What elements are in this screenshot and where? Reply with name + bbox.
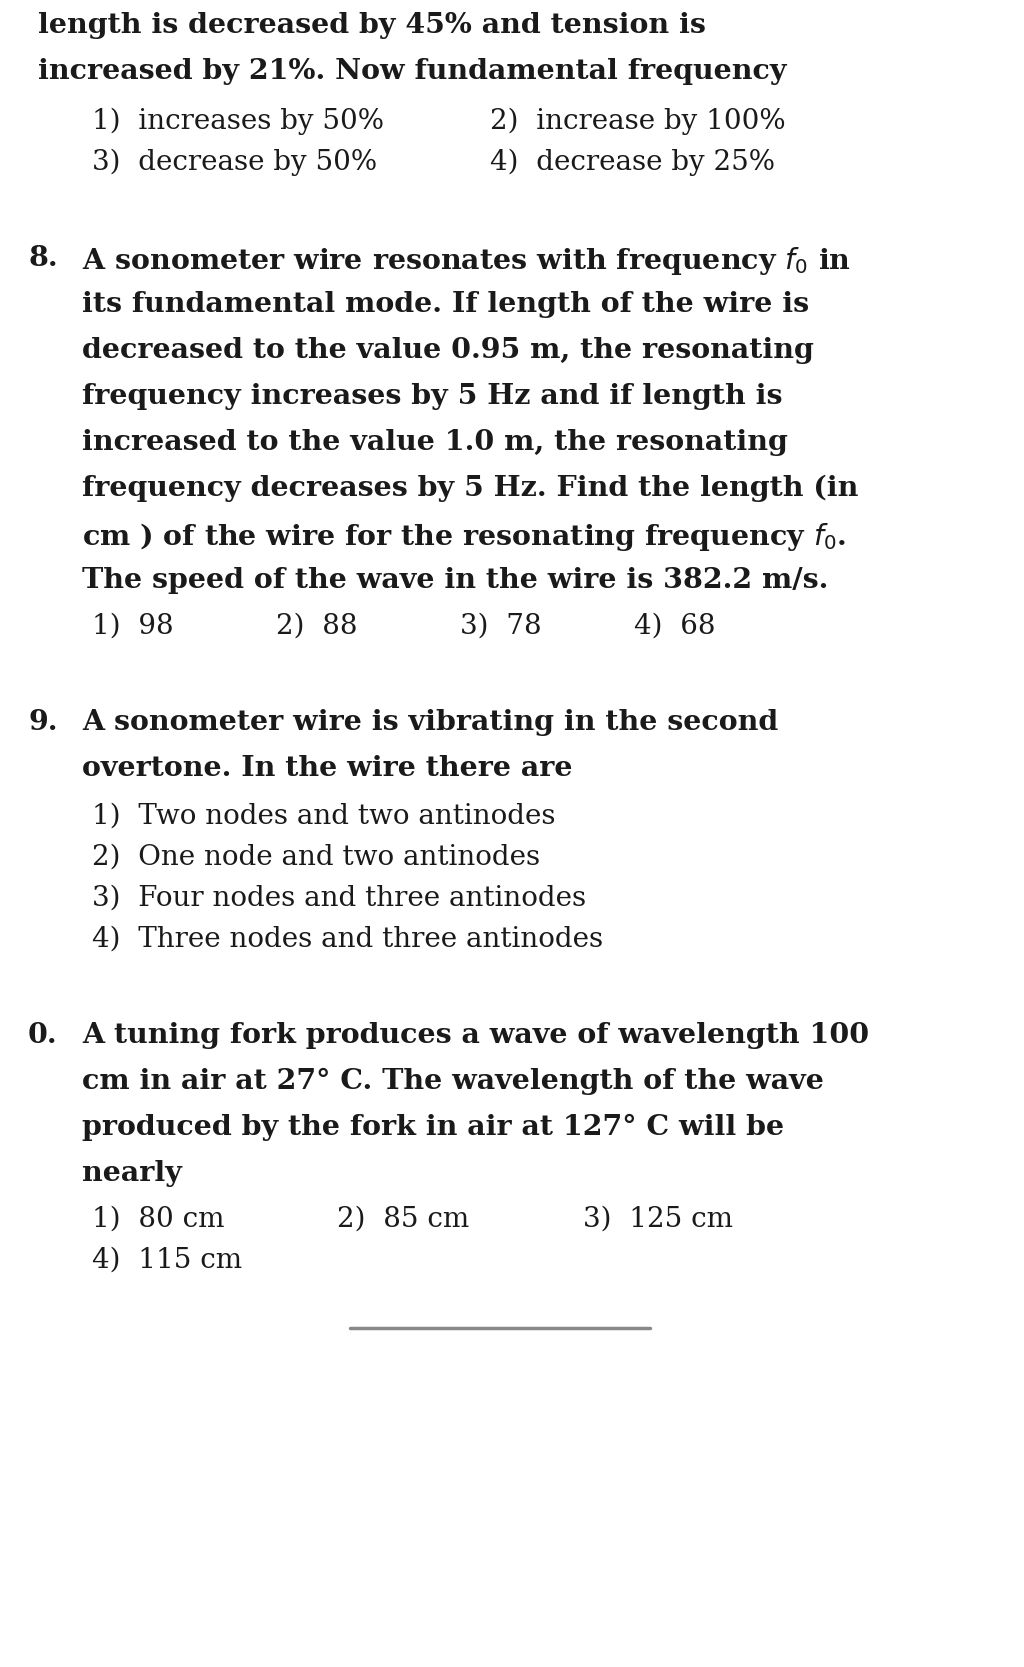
Text: 2)  88: 2) 88 bbox=[276, 613, 357, 640]
Text: produced by the fork in air at 127° C will be: produced by the fork in air at 127° C wi… bbox=[82, 1114, 784, 1142]
Text: 4)  Three nodes and three antinodes: 4) Three nodes and three antinodes bbox=[92, 925, 603, 954]
Text: A sonometer wire is vibrating in the second: A sonometer wire is vibrating in the sec… bbox=[82, 708, 778, 737]
Text: 2)  One node and two antinodes: 2) One node and two antinodes bbox=[92, 844, 540, 870]
Text: its fundamental mode. If length of the wire is: its fundamental mode. If length of the w… bbox=[82, 292, 809, 318]
Text: 4)  115 cm: 4) 115 cm bbox=[92, 1247, 242, 1274]
Text: increased by 21%. Now fundamental frequency: increased by 21%. Now fundamental freque… bbox=[38, 58, 786, 85]
Text: increased to the value 1.0 m, the resonating: increased to the value 1.0 m, the resona… bbox=[82, 428, 787, 457]
Text: A tuning fork produces a wave of wavelength 100: A tuning fork produces a wave of wavelen… bbox=[82, 1022, 869, 1049]
Text: overtone. In the wire there are: overtone. In the wire there are bbox=[82, 755, 572, 782]
Text: length is decreased by 45% and tension is: length is decreased by 45% and tension i… bbox=[38, 12, 706, 38]
Text: 2)  increase by 100%: 2) increase by 100% bbox=[490, 108, 785, 135]
Text: 2)  85 cm: 2) 85 cm bbox=[337, 1205, 469, 1234]
Text: The speed of the wave in the wire is 382.2 m/s.: The speed of the wave in the wire is 382… bbox=[82, 567, 828, 593]
Text: cm in air at 27° C. The wavelength of the wave: cm in air at 27° C. The wavelength of th… bbox=[82, 1069, 824, 1095]
Text: 4)  68: 4) 68 bbox=[634, 613, 716, 640]
Text: frequency decreases by 5 Hz. Find the length (in: frequency decreases by 5 Hz. Find the le… bbox=[82, 475, 858, 502]
Text: 1)  increases by 50%: 1) increases by 50% bbox=[92, 108, 384, 135]
Text: 3)  Four nodes and three antinodes: 3) Four nodes and three antinodes bbox=[92, 885, 586, 912]
Text: 3)  78: 3) 78 bbox=[460, 613, 542, 640]
Text: 3)  decrease by 50%: 3) decrease by 50% bbox=[92, 148, 377, 177]
Text: 0.: 0. bbox=[28, 1022, 57, 1049]
Text: 9.: 9. bbox=[28, 708, 57, 737]
Text: 3)  125 cm: 3) 125 cm bbox=[583, 1205, 733, 1234]
Text: 1)  Two nodes and two antinodes: 1) Two nodes and two antinodes bbox=[92, 803, 555, 830]
Text: A sonometer wire resonates with frequency $f_0$ in: A sonometer wire resonates with frequenc… bbox=[82, 245, 851, 277]
Text: 1)  80 cm: 1) 80 cm bbox=[92, 1205, 224, 1234]
Text: nearly: nearly bbox=[82, 1160, 182, 1187]
Text: 4)  decrease by 25%: 4) decrease by 25% bbox=[490, 148, 775, 177]
Text: decreased to the value 0.95 m, the resonating: decreased to the value 0.95 m, the reson… bbox=[82, 337, 814, 363]
Text: 8.: 8. bbox=[28, 245, 57, 272]
Text: 1)  98: 1) 98 bbox=[92, 613, 174, 640]
Text: frequency increases by 5 Hz and if length is: frequency increases by 5 Hz and if lengt… bbox=[82, 383, 782, 410]
Text: cm ) of the wire for the resonating frequency $f_0$.: cm ) of the wire for the resonating freq… bbox=[82, 522, 846, 553]
